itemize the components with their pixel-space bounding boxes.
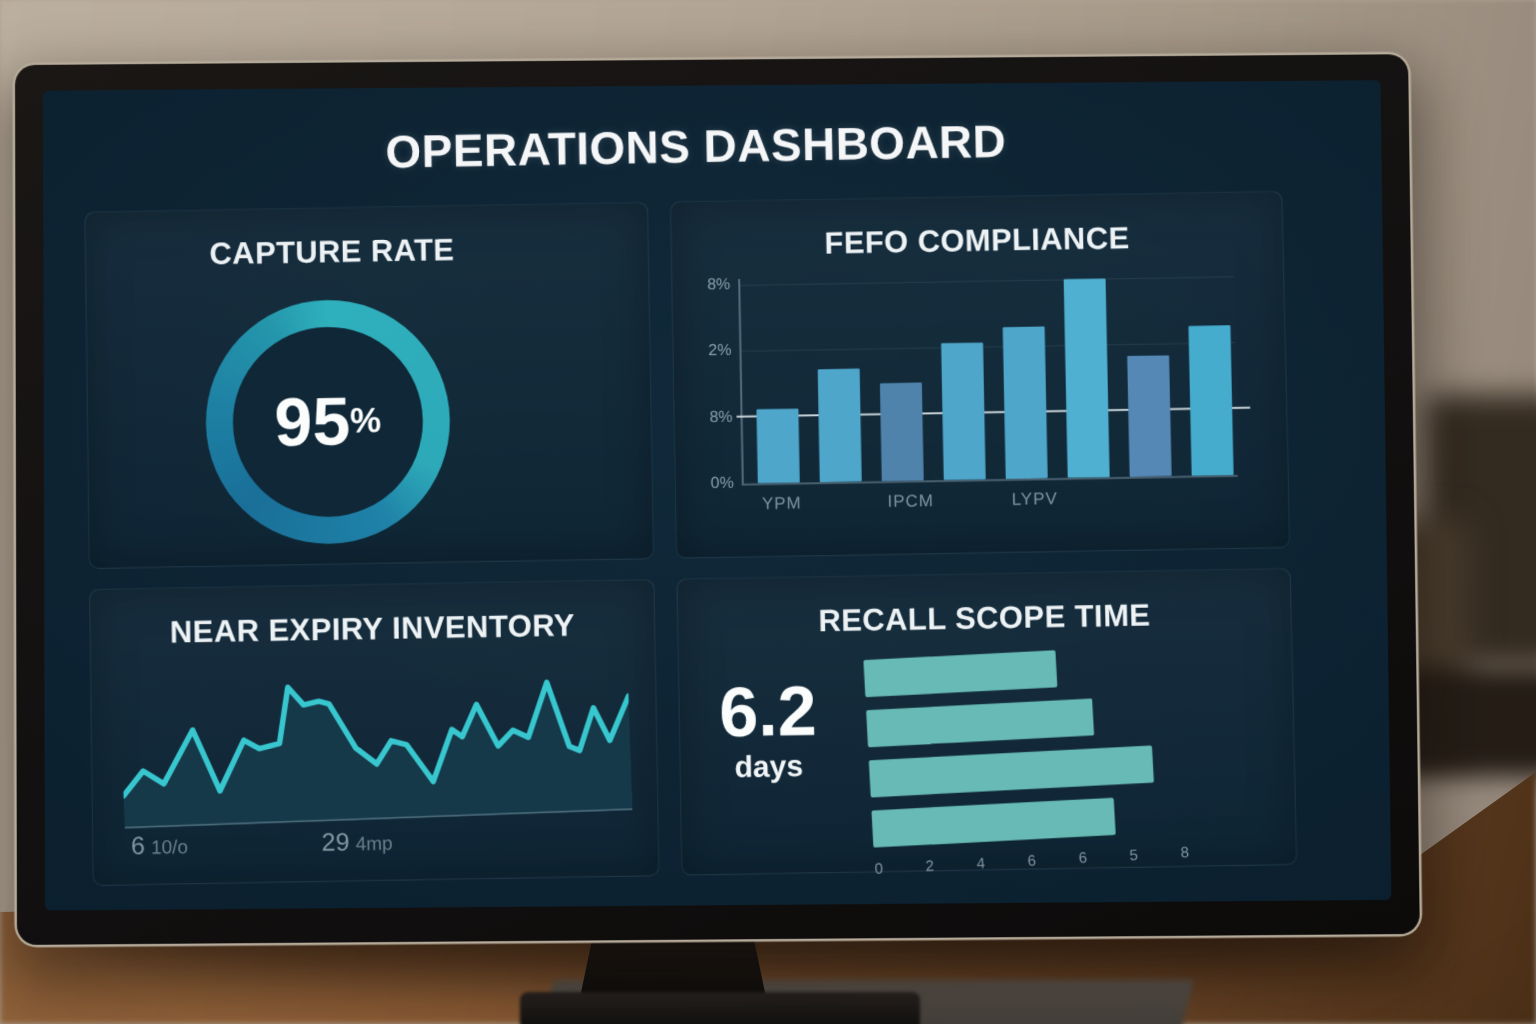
fefo-bar [817, 368, 862, 483]
fefo-y-tick-label: 0% [710, 474, 734, 492]
panel-near-expiry: NEAR EXPIRY INVENTORY 6 10/o 29 4mp [89, 579, 660, 887]
recall-x-axis: 0 2 4 6 6 5 8 [874, 844, 1189, 878]
fefo-bar-chart: 8% 2% 8% 0% [694, 270, 1251, 492]
fefo-bar [1127, 355, 1172, 477]
panel-capture-rate: CAPTURE RATE 95% [84, 201, 655, 569]
capture-rate-donut-chart: 95% [204, 297, 452, 546]
fefo-title: FEFO COMPLIANCE [824, 220, 1130, 261]
label-major: 6 [130, 831, 146, 861]
fefo-y-tick-label: 8% [709, 408, 733, 426]
panel-grid: CAPTURE RATE 95% FEFO COMPLIANCE 8% 2% 8% 0… [84, 190, 1324, 887]
fefo-bar [879, 382, 924, 482]
page-title: OPERATIONS DASHBOARD [385, 115, 1007, 178]
near-expiry-line-chart [120, 660, 633, 829]
recall-bars [863, 644, 1187, 848]
recall-days-unit: days [734, 749, 804, 785]
label-minor: 10/o [150, 837, 189, 859]
fefo-x-tick-label: YPM [761, 493, 802, 514]
recall-kpi: 6.2 days [679, 653, 859, 876]
fefo-x-axis: YPM IPCM LYPV [742, 477, 1239, 520]
area-fill [120, 674, 633, 829]
fefo-bar [1188, 325, 1234, 476]
fefo-y-tick-label: 2% [708, 342, 732, 360]
recall-bar [863, 650, 1057, 698]
operations-dashboard: OPERATIONS DASHBOARD CAPTURE RATE 95% [43, 80, 1391, 910]
donut-center: 95% [231, 325, 425, 519]
fefo-x-tick-label: IPCM [887, 491, 935, 511]
recall-bar [866, 698, 1095, 748]
fefo-x-tick-label: LYPV [1011, 489, 1059, 509]
recall-bar [868, 745, 1154, 798]
recall-bar [871, 797, 1116, 848]
monitor-stand-base [520, 992, 920, 1024]
recall-x-tick-label: 6 [1078, 849, 1088, 868]
label-major: 29 [321, 828, 350, 857]
recall-hbar-chart: 0 2 4 6 6 5 8 [863, 644, 1189, 878]
recall-x-tick-label: 4 [976, 854, 986, 873]
fefo-bars [740, 270, 1237, 484]
panel-recall-scope: RECALL SCOPE TIME 6.2 days 0 2 4 6 6 5 8 [676, 567, 1298, 878]
recall-days-value: 6.2 [718, 671, 818, 752]
recall-x-tick-label: 0 [874, 860, 884, 878]
label-minor: 4mp [355, 833, 393, 856]
fefo-plot-area [736, 270, 1251, 486]
near-expiry-x-axis: 6 10/o 29 4mp [123, 823, 632, 868]
fefo-bar [941, 342, 986, 481]
panel-fefo-compliance: FEFO COMPLIANCE 8% 2% 8% 0% YPM IPCM LYPV [669, 190, 1291, 559]
monitor-bezel: OPERATIONS DASHBOARD CAPTURE RATE 95% [14, 54, 1420, 945]
capture-rate-value: 95 [274, 383, 351, 461]
recall-title: RECALL SCOPE TIME [818, 597, 1151, 639]
near-expiry-x-label: 29 4mp [321, 827, 392, 857]
fefo-bar [1002, 326, 1048, 479]
recall-x-tick-label: 6 [1027, 852, 1037, 870]
recall-x-tick-label: 8 [1180, 844, 1190, 862]
line-chart-svg [120, 660, 633, 829]
fefo-bar [756, 408, 800, 484]
recall-body: 6.2 days 0 2 4 6 6 5 8 [679, 644, 1296, 878]
monitor-screen: OPERATIONS DASHBOARD CAPTURE RATE 95% [42, 80, 1392, 911]
capture-rate-title: CAPTURE RATE [209, 232, 455, 272]
near-expiry-x-label: 6 10/o [131, 831, 188, 861]
recall-x-tick-label: 2 [925, 857, 935, 876]
fefo-y-tick-label: 8% [707, 276, 731, 294]
capture-rate-unit: % [349, 400, 382, 441]
recall-x-tick-label: 5 [1129, 846, 1139, 865]
fefo-bar [1063, 278, 1110, 478]
fefo-y-axis: 8% 2% 8% 0% [694, 276, 742, 492]
near-expiry-title: NEAR EXPIRY INVENTORY [169, 607, 576, 650]
